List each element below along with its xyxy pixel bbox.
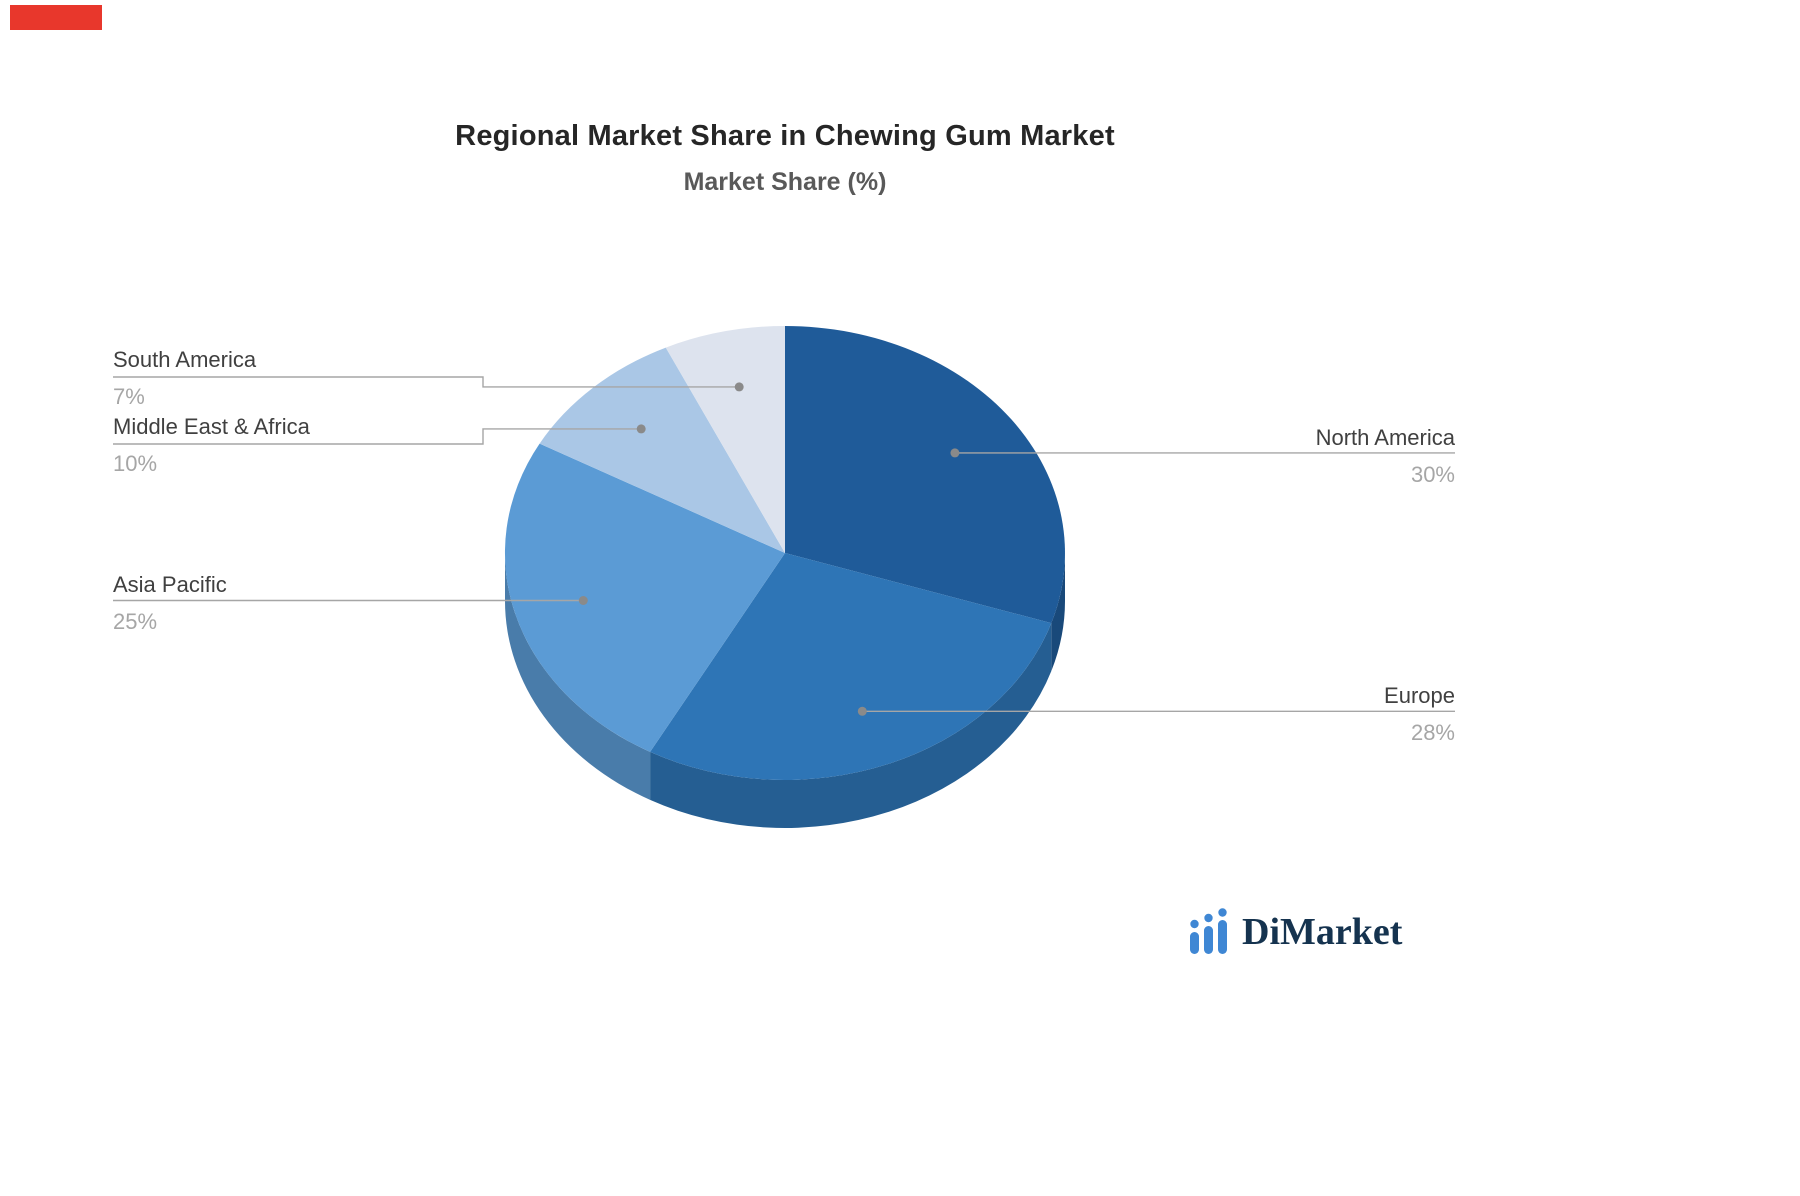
pie-slice-side-0	[1051, 553, 1065, 672]
leader-line-4	[113, 376, 740, 388]
pie-slice-4	[665, 326, 785, 553]
callout-europe: Europe 28%	[1384, 682, 1455, 747]
leader-dot-3	[636, 424, 646, 434]
callout-asia-pacific: Asia Pacific 25%	[113, 571, 227, 636]
callout-middle-east-africa: Middle East & Africa 10%	[113, 413, 310, 478]
slice-label: Asia Pacific	[113, 572, 227, 597]
slice-value: 25%	[113, 609, 158, 634]
slice-label: South America	[113, 347, 257, 372]
slice-value: 7%	[113, 384, 145, 409]
pie-slice-1	[650, 553, 1052, 780]
slice-value: 10%	[113, 451, 158, 476]
pie-slice-side-1	[650, 623, 1052, 828]
chart-title: Regional Market Share in Chewing Gum Mar…	[455, 120, 1115, 152]
leader-dot-2	[578, 596, 588, 605]
leader-dot-4	[734, 382, 744, 392]
slice-value: 30%	[1410, 462, 1455, 487]
leader-line-3	[113, 428, 642, 445]
leader-dot-1	[857, 706, 867, 716]
callout-north-america: North America 30%	[1316, 424, 1455, 489]
pie-slice-3	[539, 347, 785, 553]
callout-south-america: South America 7%	[113, 346, 256, 411]
dimarket-logo: DiMarket	[1188, 908, 1402, 956]
pie-slice-side-2	[505, 553, 651, 800]
pie-slice-2	[504, 443, 785, 752]
slice-label: North America	[1315, 425, 1455, 450]
logo-text: DiMarket	[1242, 911, 1403, 953]
bar-chart-icon	[1190, 908, 1227, 954]
chart-subtitle: Market Share (%)	[683, 168, 887, 196]
leader-dot-0	[950, 448, 960, 458]
pie-slice-0	[785, 326, 1065, 624]
slice-value: 28%	[1410, 720, 1455, 745]
top-left-red-marker	[10, 5, 102, 30]
slice-label: Middle East & Africa	[113, 414, 310, 439]
slice-label: Europe	[1384, 683, 1455, 708]
